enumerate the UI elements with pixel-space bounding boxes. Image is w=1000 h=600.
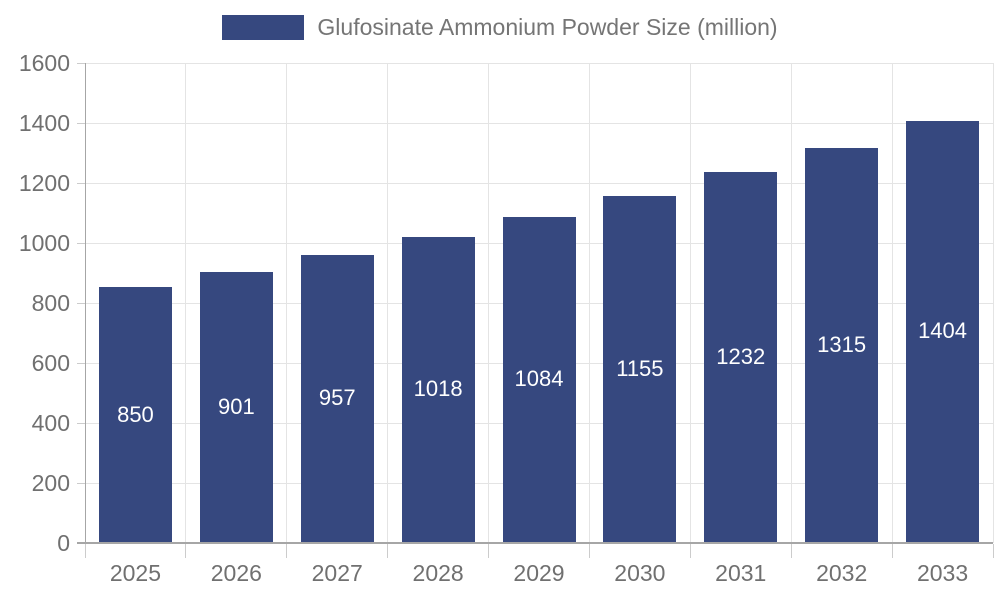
x-gridline [488, 63, 490, 543]
y-axis-tick-label: 800 [31, 290, 70, 316]
y-axis-tick-label: 200 [31, 470, 70, 496]
x-tick [790, 544, 792, 558]
y-tick [77, 243, 85, 244]
x-axis-tick-label: 2028 [412, 560, 464, 586]
bar-value-label: 901 [217, 393, 255, 419]
x-axis-tick-label: 2026 [210, 560, 262, 586]
x-gridline [790, 63, 792, 543]
bar: 1404 [906, 120, 980, 542]
y-tick [77, 423, 85, 424]
bar-value-label: 1315 [817, 331, 867, 357]
y-tick [77, 483, 85, 484]
bar: 1315 [805, 147, 879, 542]
legend-label: Glufosinate Ammonium Powder Size (millio… [317, 14, 778, 40]
y-axis-line [85, 63, 86, 543]
x-tick [84, 544, 86, 558]
bar: 1155 [603, 195, 677, 542]
y-axis-tick-label: 400 [31, 410, 70, 436]
x-tick [387, 544, 389, 558]
x-gridline [689, 63, 691, 543]
x-axis-line [77, 542, 993, 544]
y-tick [77, 123, 85, 124]
y-gridline [85, 122, 993, 124]
y-axis-tick-label: 1600 [18, 50, 70, 76]
bar-value-label: 850 [117, 401, 154, 427]
x-axis-tick-label: 2029 [513, 560, 565, 586]
bar: 957 [300, 254, 374, 542]
x-axis-tick-label: 2030 [614, 560, 666, 586]
bar: 850 [98, 287, 172, 542]
x-tick [992, 544, 994, 558]
bar-value-label: 957 [318, 385, 356, 411]
bar-value-label: 1404 [918, 318, 968, 344]
x-axis-tick-label: 2032 [816, 560, 868, 586]
plot-area: 0 200 400 600 800 1000 1200 1400 1600 850 2025 901 2… [19, 50, 994, 586]
y-tick [77, 63, 85, 64]
y-axis-tick-label: 1400 [18, 110, 70, 136]
x-axis-tick-label: 2031 [715, 560, 767, 586]
bar-value-label: 1155 [616, 355, 664, 381]
y-tick [77, 363, 85, 364]
y-axis-tick-label: 0 [57, 530, 70, 556]
x-tick [588, 544, 590, 558]
x-gridline [185, 63, 187, 543]
y-tick [77, 303, 85, 304]
x-tick [488, 544, 490, 558]
bar: 1018 [401, 236, 475, 542]
x-tick [286, 544, 288, 558]
y-tick [77, 183, 85, 184]
x-gridline [891, 63, 893, 543]
y-gridline [85, 182, 993, 184]
x-tick [689, 544, 691, 558]
x-tick [185, 544, 187, 558]
bar: 1232 [704, 172, 778, 542]
x-tick [891, 544, 893, 558]
x-gridline [588, 63, 590, 543]
legend-color-swatch [222, 15, 305, 40]
x-axis-tick-label: 2033 [916, 560, 969, 586]
legend-item[interactable]: Glufosinate Ammonium Powder Size (millio… [0, 14, 1000, 41]
bar: 901 [199, 271, 273, 542]
x-gridline [286, 63, 288, 543]
bar-value-label: 1018 [413, 376, 463, 402]
x-gridline [992, 63, 994, 543]
y-axis-tick-label: 1200 [18, 170, 70, 196]
y-axis-tick-label: 600 [31, 350, 70, 376]
bar-value-label: 1232 [716, 344, 766, 370]
x-axis-tick-label: 2027 [311, 560, 363, 586]
x-gridline [387, 63, 389, 543]
x-axis-tick-label: 2025 [109, 560, 162, 586]
y-gridline [85, 62, 993, 64]
y-axis-tick-label: 1000 [18, 230, 70, 256]
bar: 1084 [502, 216, 576, 542]
bar-value-label: 1084 [514, 366, 564, 392]
